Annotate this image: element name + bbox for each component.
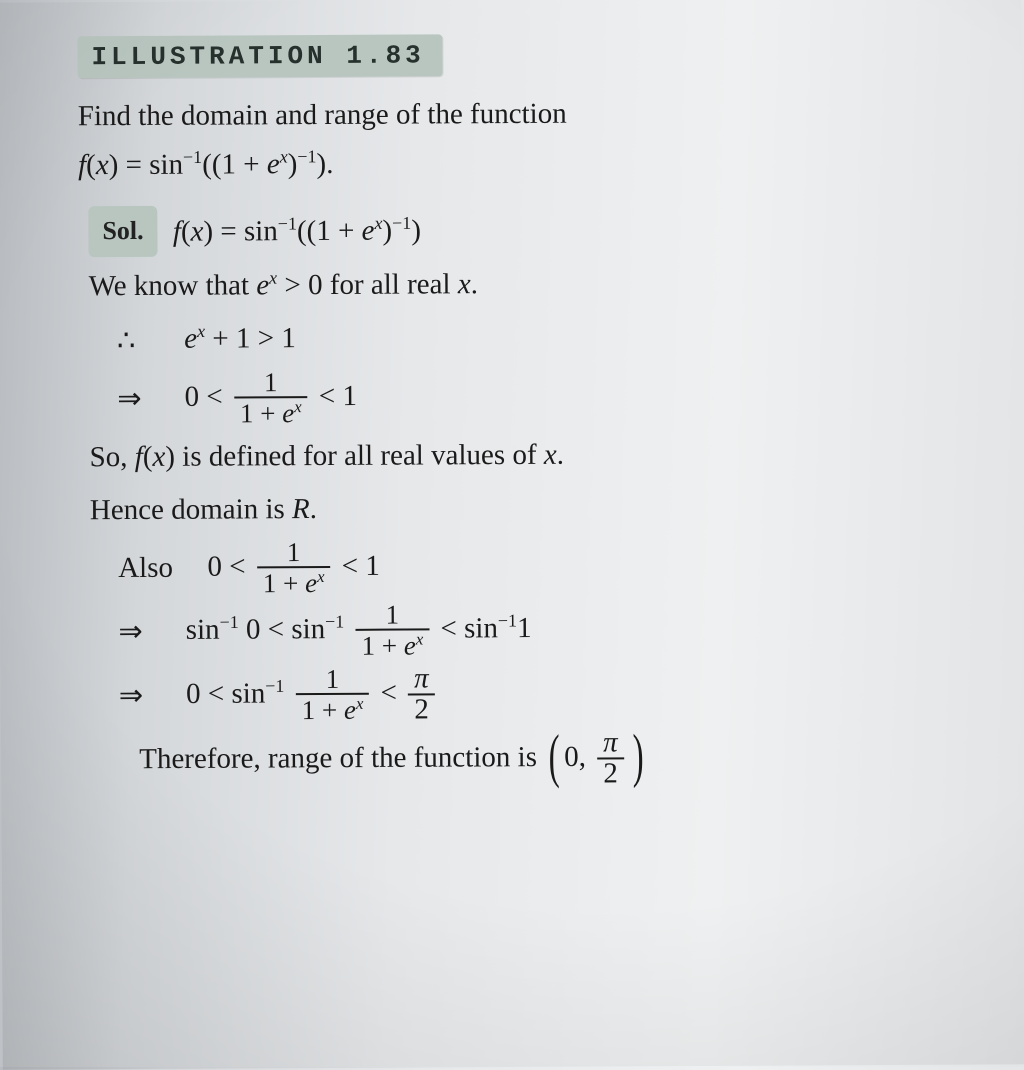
therefore-line: ∴ ex + 1 > 1 bbox=[79, 310, 983, 366]
illustration-badge: ILLUSTRATION 1.83 bbox=[77, 34, 442, 78]
we-know-line: We know that ex > 0 for all real x. bbox=[79, 257, 983, 311]
zero-lt: 0 < bbox=[184, 381, 230, 413]
domain-line: Hence domain is R. bbox=[80, 482, 984, 536]
therefore-symbol: ∴ bbox=[117, 316, 177, 366]
var-x: x bbox=[152, 441, 165, 473]
period: . bbox=[471, 268, 478, 300]
implies-symbol: ⇒ bbox=[119, 671, 179, 721]
problem-prompt: Find the domain and range of the functio… bbox=[78, 92, 982, 138]
denominator: 1 + ex bbox=[356, 629, 430, 661]
implies-line-1: ⇒ 0 < 11 + ex < 1 bbox=[79, 365, 983, 429]
sup-neg1: −1 bbox=[278, 214, 297, 234]
one-plus: 1 + bbox=[221, 148, 267, 180]
range-line: Therefore, range of the function is (0, … bbox=[81, 726, 985, 792]
gt0-text: > 0 for all real bbox=[277, 268, 458, 301]
pi: π bbox=[597, 728, 624, 758]
var-x: x bbox=[544, 439, 557, 471]
solution-line-1: Sol. f(x) = sin−1((1 + ex)−1) bbox=[78, 202, 982, 258]
set-R: R bbox=[292, 493, 310, 525]
var-f: f bbox=[78, 149, 86, 181]
var-e: e bbox=[404, 631, 416, 661]
sup-neg1: −1 bbox=[183, 147, 202, 167]
range-text: Therefore, range of the function is bbox=[139, 741, 544, 775]
hence-text: Hence domain is bbox=[90, 493, 292, 526]
one-plus: 1 + bbox=[302, 695, 344, 725]
sup-neg1: −1 bbox=[325, 611, 344, 631]
denominator: 1 + ex bbox=[234, 397, 308, 429]
also-label: Also bbox=[118, 544, 200, 594]
lt1-text: < 1 bbox=[311, 380, 357, 412]
var-x: x bbox=[191, 216, 204, 248]
one-plus: 1 + bbox=[240, 399, 282, 429]
var-f: f bbox=[135, 441, 143, 473]
var-f: f bbox=[173, 216, 181, 248]
sin-label: sin bbox=[244, 216, 278, 248]
two: 2 bbox=[408, 694, 435, 726]
one-plus: 1 + bbox=[362, 631, 404, 661]
lt1-text: < 1 bbox=[334, 549, 380, 581]
var-e: e bbox=[256, 269, 269, 301]
problem-function: f(x) = sin−1((1 + ex)−1). bbox=[78, 141, 982, 187]
sup-x: x bbox=[294, 398, 302, 417]
we-know-text: We know that bbox=[89, 269, 257, 302]
implies-line-3: ⇒ 0 < sin−1 11 + ex < π2 bbox=[81, 661, 985, 727]
var-x: x bbox=[96, 149, 109, 181]
numerator: 1 bbox=[355, 601, 429, 629]
fraction-1: 11 + ex bbox=[234, 369, 308, 428]
one-plus: 1 + bbox=[316, 215, 362, 247]
sin-label: sin bbox=[149, 149, 183, 181]
comma: , bbox=[579, 741, 594, 773]
zero-lt-sin: 0 < sin bbox=[186, 677, 265, 709]
var-e: e bbox=[184, 323, 197, 355]
implies-line-2: ⇒ sin−1 0 < sin−1 11 + ex < sin−11 bbox=[80, 598, 984, 662]
sup-x: x bbox=[317, 567, 325, 586]
var-e: e bbox=[362, 215, 375, 247]
gt1-text: + 1 > 1 bbox=[205, 322, 296, 354]
numerator: 1 bbox=[257, 539, 331, 567]
implies-symbol: ⇒ bbox=[118, 607, 178, 657]
sup-x: x bbox=[416, 630, 424, 649]
var-e: e bbox=[344, 695, 356, 725]
fraction-pi-2: π2 bbox=[408, 664, 435, 725]
sup-x: x bbox=[356, 694, 364, 713]
defined-text: is defined for all real values of bbox=[175, 439, 544, 473]
denominator: 1 + ex bbox=[257, 566, 331, 598]
denominator: 1 + ex bbox=[296, 693, 370, 725]
fraction-3: 11 + ex bbox=[355, 601, 429, 660]
zero-lt: 0 < bbox=[207, 550, 253, 582]
sup-neg1-outer: −1 bbox=[297, 147, 316, 167]
sup-neg1-outer: −1 bbox=[392, 213, 411, 233]
implies-symbol: ⇒ bbox=[117, 375, 177, 425]
period: . bbox=[310, 493, 317, 525]
also-line: Also 0 < 11 + ex < 1 bbox=[80, 535, 984, 599]
fraction-4: 11 + ex bbox=[296, 665, 370, 724]
one-text: 1 bbox=[517, 612, 532, 644]
var-x: x bbox=[458, 268, 471, 300]
numerator: 1 bbox=[234, 369, 308, 397]
var-e: e bbox=[305, 568, 317, 598]
fraction-2: 11 + ex bbox=[257, 539, 331, 598]
sup-x: x bbox=[197, 321, 205, 341]
sup-x: x bbox=[280, 147, 288, 167]
sin-label: sin bbox=[186, 613, 220, 645]
numerator: 1 bbox=[296, 665, 370, 693]
sup-neg1: −1 bbox=[265, 675, 284, 695]
period: . bbox=[557, 439, 564, 471]
zero-lt-sin: 0 < sin bbox=[246, 613, 325, 645]
one-plus: 1 + bbox=[263, 568, 305, 598]
two: 2 bbox=[597, 758, 624, 790]
sup-x: x bbox=[374, 213, 382, 233]
var-e: e bbox=[282, 399, 294, 429]
lt-sin-text: < sin bbox=[433, 612, 498, 644]
zero: 0 bbox=[564, 741, 579, 773]
sup-neg1: −1 bbox=[219, 612, 238, 632]
pi: π bbox=[408, 664, 435, 694]
so-text: So, bbox=[90, 441, 135, 473]
sup-neg1: −1 bbox=[498, 610, 517, 630]
var-e: e bbox=[267, 148, 280, 180]
fraction-pi-2-range: π2 bbox=[597, 728, 624, 789]
solution-badge: Sol. bbox=[88, 206, 157, 257]
so-fx-line: So, f(x) is defined for all real values … bbox=[79, 429, 983, 483]
